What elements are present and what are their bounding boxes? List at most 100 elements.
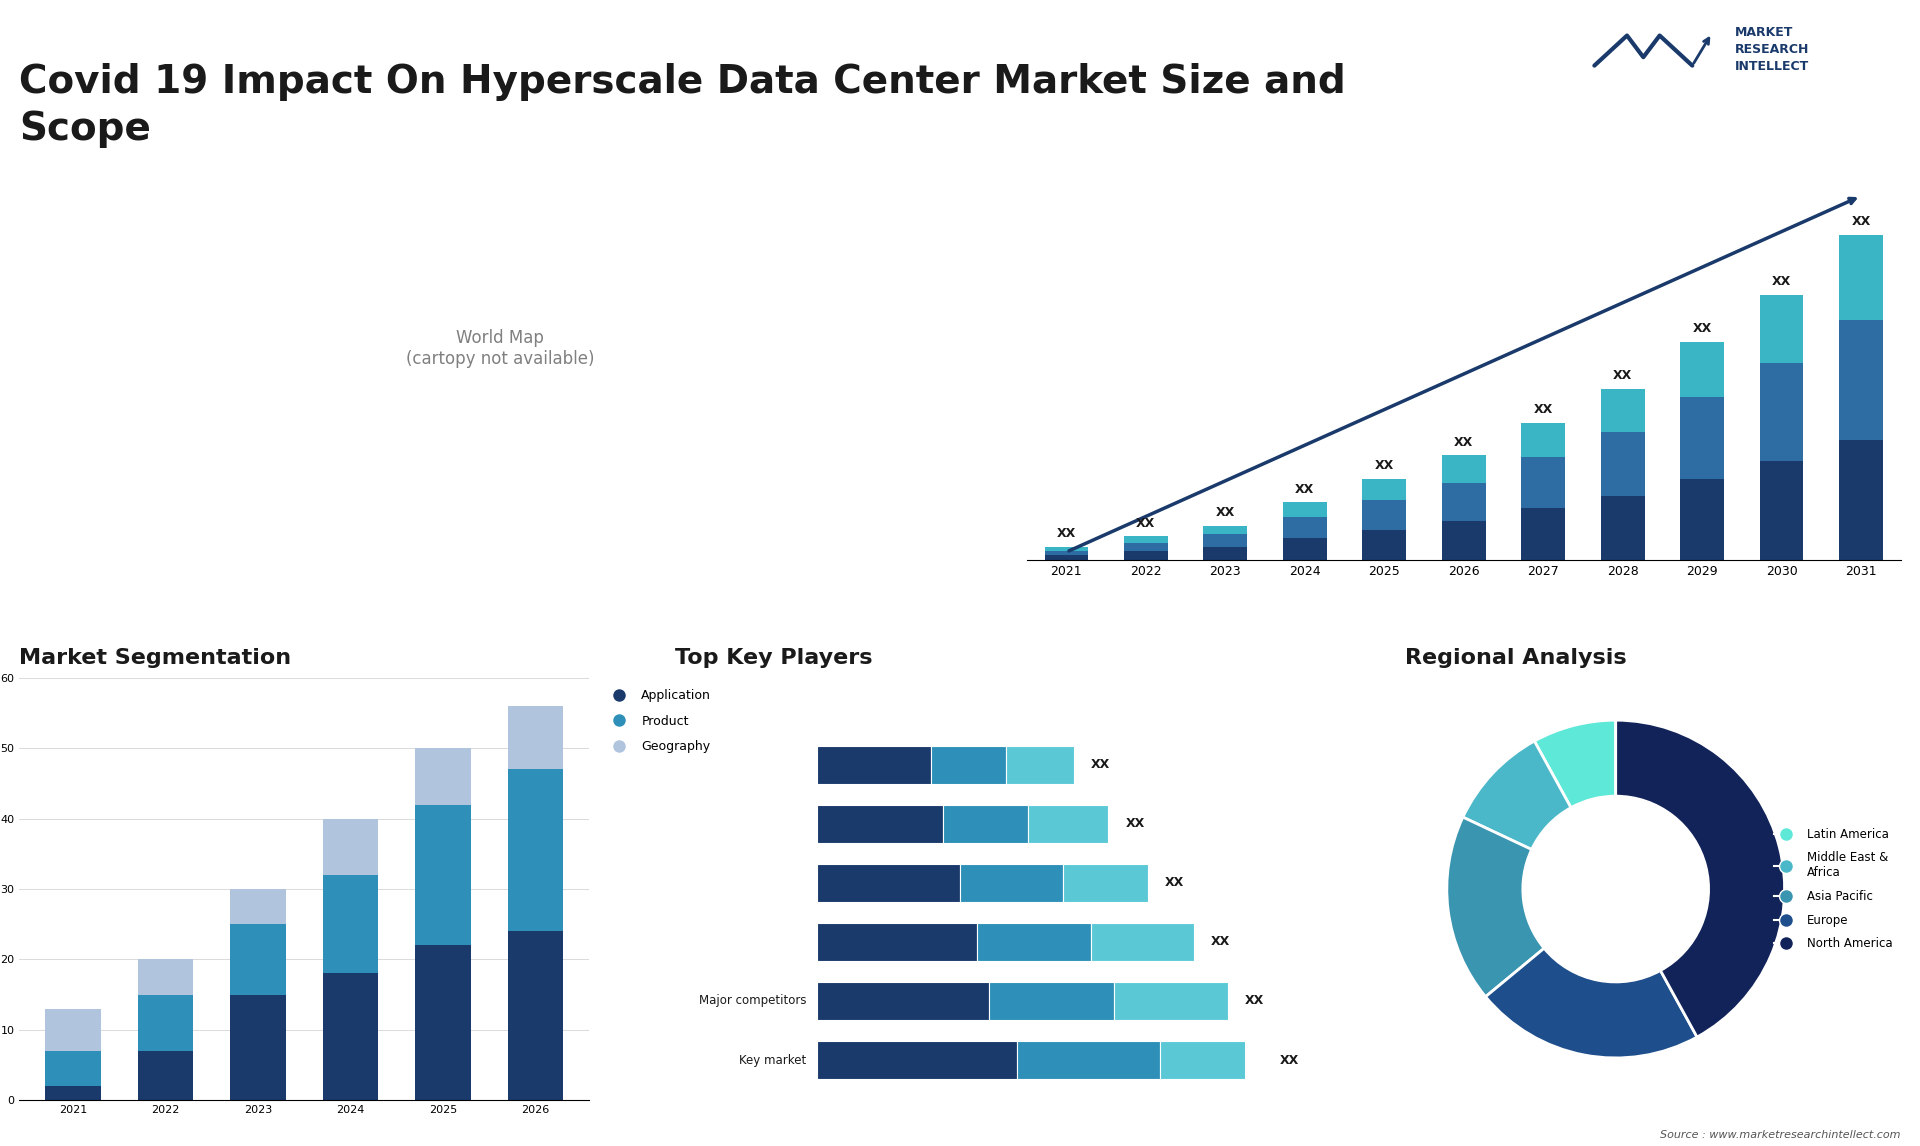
Bar [818,982,989,1020]
Bar [818,804,943,842]
Bar [1114,982,1229,1020]
Bar [323,973,378,1100]
Text: XX: XX [1125,817,1144,830]
Bar [1160,1041,1261,1080]
Bar [818,1041,1018,1080]
Bar [1283,502,1327,517]
Bar [1029,804,1108,842]
Bar [1680,479,1724,559]
Bar [1442,521,1486,559]
Bar [977,923,1091,960]
Text: XX: XX [1212,935,1231,949]
Bar [1601,388,1645,432]
Bar [1204,534,1248,547]
Bar [1521,423,1565,457]
Bar [1123,551,1167,559]
Bar [1044,547,1089,551]
Bar [230,924,286,995]
Bar [1123,536,1167,543]
Text: Major competitors: Major competitors [699,995,806,1007]
Wedge shape [1534,720,1617,808]
Bar [931,746,1006,784]
Bar [1204,547,1248,559]
Bar [1839,440,1884,559]
Bar [509,769,563,932]
Bar [1839,321,1884,440]
Text: Covid 19 Impact On Hyperscale Data Center Market Size and
Scope: Covid 19 Impact On Hyperscale Data Cente… [19,63,1346,148]
Wedge shape [1486,948,1697,1058]
Text: Market Segmentation: Market Segmentation [19,647,292,668]
Text: XX: XX [1244,995,1265,1007]
Text: XX: XX [1851,215,1870,228]
Bar [1091,923,1194,960]
Bar [44,1086,100,1100]
Text: XX: XX [1453,435,1473,448]
Bar [1521,457,1565,509]
Text: XX: XX [1056,527,1075,541]
Text: XX: XX [1534,403,1553,416]
Text: XX: XX [1279,1053,1298,1067]
Bar [1363,500,1405,529]
Text: XX: XX [1772,275,1791,289]
Wedge shape [1463,741,1571,849]
Bar [1680,398,1724,479]
Bar [1521,509,1565,559]
Bar [323,876,378,973]
Text: XX: XX [1693,322,1713,336]
Text: World Map
(cartopy not available): World Map (cartopy not available) [405,329,593,368]
Bar [818,864,960,902]
Bar [1680,342,1724,398]
Legend: Latin America, Middle East &
Africa, Asia Pacific, Europe, North America: Latin America, Middle East & Africa, Asi… [1770,823,1897,955]
Bar [1601,432,1645,495]
Text: XX: XX [1137,517,1156,529]
Bar [1283,517,1327,539]
Bar [818,923,977,960]
Text: MARKET
RESEARCH
INTELLECT: MARKET RESEARCH INTELLECT [1736,26,1809,73]
Text: Source : www.marketresearchintellect.com: Source : www.marketresearchintellect.com [1661,1130,1901,1140]
Bar [1601,495,1645,559]
Text: XX: XX [1091,758,1110,771]
Bar [1363,529,1405,559]
Bar [1283,539,1327,559]
Bar [1018,1041,1160,1080]
Bar [989,982,1114,1020]
Bar [1044,551,1089,556]
Text: XX: XX [1613,369,1632,383]
Bar [138,995,194,1051]
Text: Regional Analysis: Regional Analysis [1405,647,1626,668]
Bar [960,864,1062,902]
Wedge shape [1617,720,1784,1037]
Bar [1123,543,1167,551]
Text: Key market: Key market [739,1053,806,1067]
Bar [1363,479,1405,500]
Bar [138,1051,194,1100]
Bar [943,804,1029,842]
Bar [44,1008,100,1051]
Bar [138,959,194,995]
Text: XX: XX [1215,507,1235,519]
Bar [1761,462,1803,559]
Bar [230,995,286,1100]
Bar [1062,864,1148,902]
Bar [44,1051,100,1086]
Bar [1006,746,1073,784]
Bar [1839,235,1884,321]
Text: XX: XX [1375,460,1394,472]
Text: XX: XX [1165,877,1185,889]
Bar [323,818,378,876]
Bar [1761,363,1803,462]
Bar [509,932,563,1100]
Bar [415,748,470,804]
Bar [1442,482,1486,521]
Bar [1204,526,1248,534]
Bar [415,945,470,1100]
Bar [509,706,563,769]
Bar [1761,295,1803,363]
Wedge shape [1448,817,1544,997]
Legend: Application, Product, Geography: Application, Product, Geography [601,684,716,759]
Bar [1044,556,1089,559]
Bar [415,804,470,945]
Text: XX: XX [1296,482,1315,495]
Bar [230,889,286,924]
Text: Top Key Players: Top Key Players [676,647,872,668]
